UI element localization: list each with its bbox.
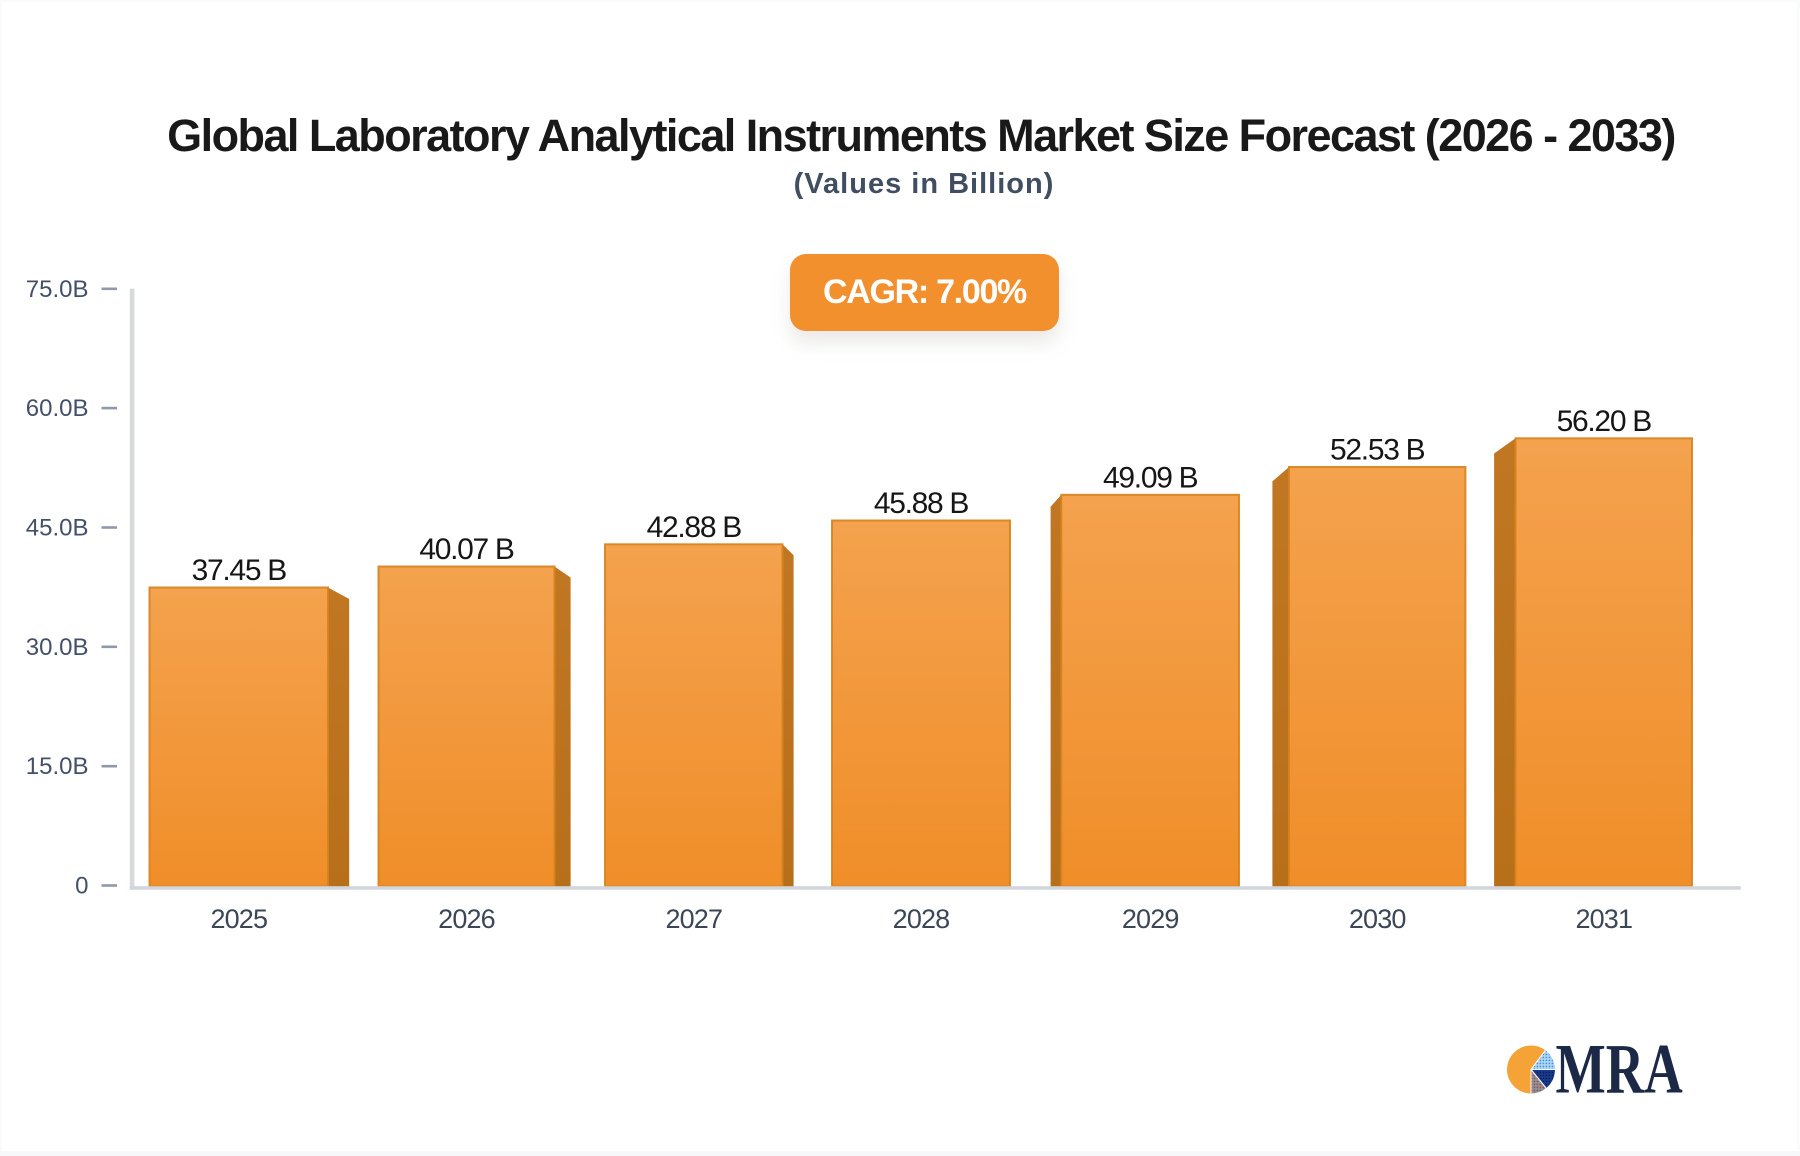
svg-text:2029: 2029 — [1122, 904, 1179, 934]
svg-text:40.07 B: 40.07 B — [419, 533, 514, 566]
svg-text:56.20 B: 56.20 B — [1557, 405, 1652, 438]
svg-text:2031: 2031 — [1575, 904, 1632, 934]
svg-text:37.45 B: 37.45 B — [192, 554, 287, 587]
svg-text:49.09 B: 49.09 B — [1103, 461, 1198, 494]
svg-text:2025: 2025 — [210, 904, 267, 934]
svg-text:MRA: MRA — [1556, 1029, 1683, 1108]
svg-text:2028: 2028 — [893, 904, 950, 934]
svg-text:2027: 2027 — [665, 904, 722, 934]
svg-text:15.0B: 15.0B — [26, 753, 89, 780]
svg-text:52.53 B: 52.53 B — [1330, 434, 1425, 467]
svg-text:42.88 B: 42.88 B — [647, 511, 742, 544]
svg-text:30.0B: 30.0B — [26, 634, 89, 661]
svg-text:45.88 B: 45.88 B — [874, 487, 969, 520]
svg-text:75.0B: 75.0B — [26, 276, 89, 303]
svg-text:2030: 2030 — [1349, 904, 1406, 934]
svg-text:2026: 2026 — [438, 904, 495, 934]
svg-text:0: 0 — [75, 873, 88, 900]
svg-text:60.0B: 60.0B — [26, 395, 89, 422]
svg-text:45.0B: 45.0B — [26, 515, 89, 542]
